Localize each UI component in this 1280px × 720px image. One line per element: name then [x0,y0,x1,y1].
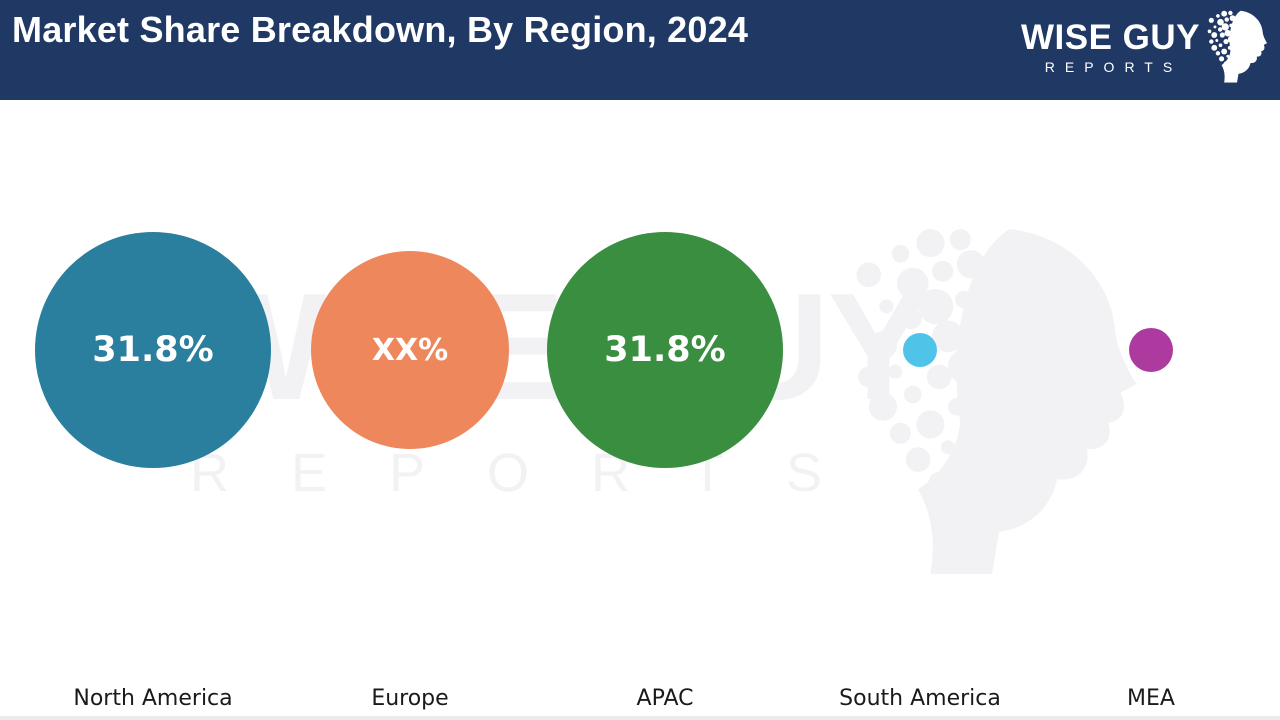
brand-logo: WISE GUY REPORTS [1021,20,1200,75]
category-label-apac: APAC [636,686,694,711]
bubble-value-europe: XX% [371,332,449,368]
header-bar: Market Share Breakdown, By Region, 2024 … [0,0,1280,100]
category-label-south-america: South America [839,686,1001,711]
category-label-north-america: North America [73,686,233,711]
bubble-value-north-america: 31.8% [92,330,214,370]
watermark-head-icon [812,222,1172,574]
brand-head-icon [1204,6,1270,86]
brand-wordmark: WISE GUY [1020,18,1200,57]
bubble-apac: 31.8% [547,232,783,468]
brand-subtext: REPORTS [1044,59,1183,75]
watermark-subtext: REPORTS [190,443,885,503]
bubble-mea [1129,328,1173,372]
bubble-europe: XX% [311,251,509,449]
category-label-europe: Europe [371,686,449,711]
bottom-edge-divider [0,716,1280,720]
bubble-value-apac: 31.8% [604,330,726,370]
bubble-north-america: 31.8% [35,232,271,468]
chart-area: WISE GUY REPORTS 31.8% North America XX%… [0,100,1280,720]
bubble-south-america [903,333,937,367]
page-title: Market Share Breakdown, By Region, 2024 [12,9,749,50]
category-label-mea: MEA [1127,686,1175,711]
